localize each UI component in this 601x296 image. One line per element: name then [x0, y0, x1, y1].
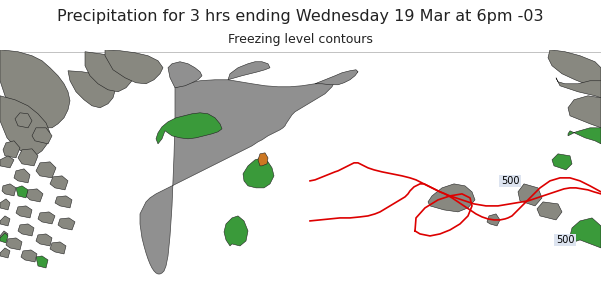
- Polygon shape: [26, 189, 43, 202]
- Polygon shape: [16, 206, 32, 218]
- Polygon shape: [224, 216, 248, 246]
- Polygon shape: [21, 250, 37, 262]
- Polygon shape: [15, 113, 32, 128]
- Polygon shape: [18, 224, 34, 236]
- Polygon shape: [105, 50, 163, 84]
- Polygon shape: [428, 184, 475, 212]
- Polygon shape: [315, 70, 358, 85]
- Text: Precipitation for 3 hrs ending Wednesday 19 Mar at 6pm -03: Precipitation for 3 hrs ending Wednesday…: [57, 9, 544, 24]
- Polygon shape: [36, 162, 56, 178]
- Text: Freezing level contours: Freezing level contours: [228, 33, 373, 46]
- Polygon shape: [6, 238, 22, 250]
- Polygon shape: [556, 78, 601, 98]
- Polygon shape: [68, 71, 115, 108]
- Polygon shape: [243, 158, 274, 188]
- Polygon shape: [548, 50, 601, 86]
- Polygon shape: [552, 154, 572, 170]
- Text: 500: 500: [556, 235, 574, 245]
- Polygon shape: [258, 153, 268, 166]
- Polygon shape: [18, 149, 38, 166]
- Polygon shape: [140, 72, 358, 274]
- Polygon shape: [228, 62, 270, 80]
- Polygon shape: [38, 212, 55, 224]
- Polygon shape: [85, 52, 135, 92]
- Polygon shape: [3, 141, 20, 158]
- Polygon shape: [0, 233, 8, 243]
- Polygon shape: [0, 231, 8, 240]
- Polygon shape: [2, 184, 16, 196]
- Polygon shape: [50, 176, 68, 190]
- Polygon shape: [55, 196, 72, 208]
- Polygon shape: [50, 242, 66, 254]
- Polygon shape: [518, 184, 542, 206]
- Polygon shape: [0, 50, 70, 128]
- Polygon shape: [0, 199, 10, 210]
- Text: 500: 500: [501, 176, 519, 186]
- Polygon shape: [168, 62, 202, 88]
- Polygon shape: [0, 96, 50, 156]
- Polygon shape: [36, 234, 52, 246]
- Polygon shape: [0, 248, 10, 258]
- Polygon shape: [36, 256, 48, 268]
- Polygon shape: [16, 186, 28, 198]
- Polygon shape: [14, 169, 30, 183]
- Polygon shape: [568, 96, 601, 128]
- Polygon shape: [32, 128, 52, 144]
- Polygon shape: [0, 216, 10, 226]
- Polygon shape: [0, 156, 14, 168]
- Polygon shape: [570, 218, 601, 248]
- Polygon shape: [58, 218, 75, 230]
- Polygon shape: [568, 128, 601, 144]
- Polygon shape: [156, 113, 222, 144]
- Polygon shape: [537, 202, 562, 220]
- Polygon shape: [487, 214, 500, 226]
